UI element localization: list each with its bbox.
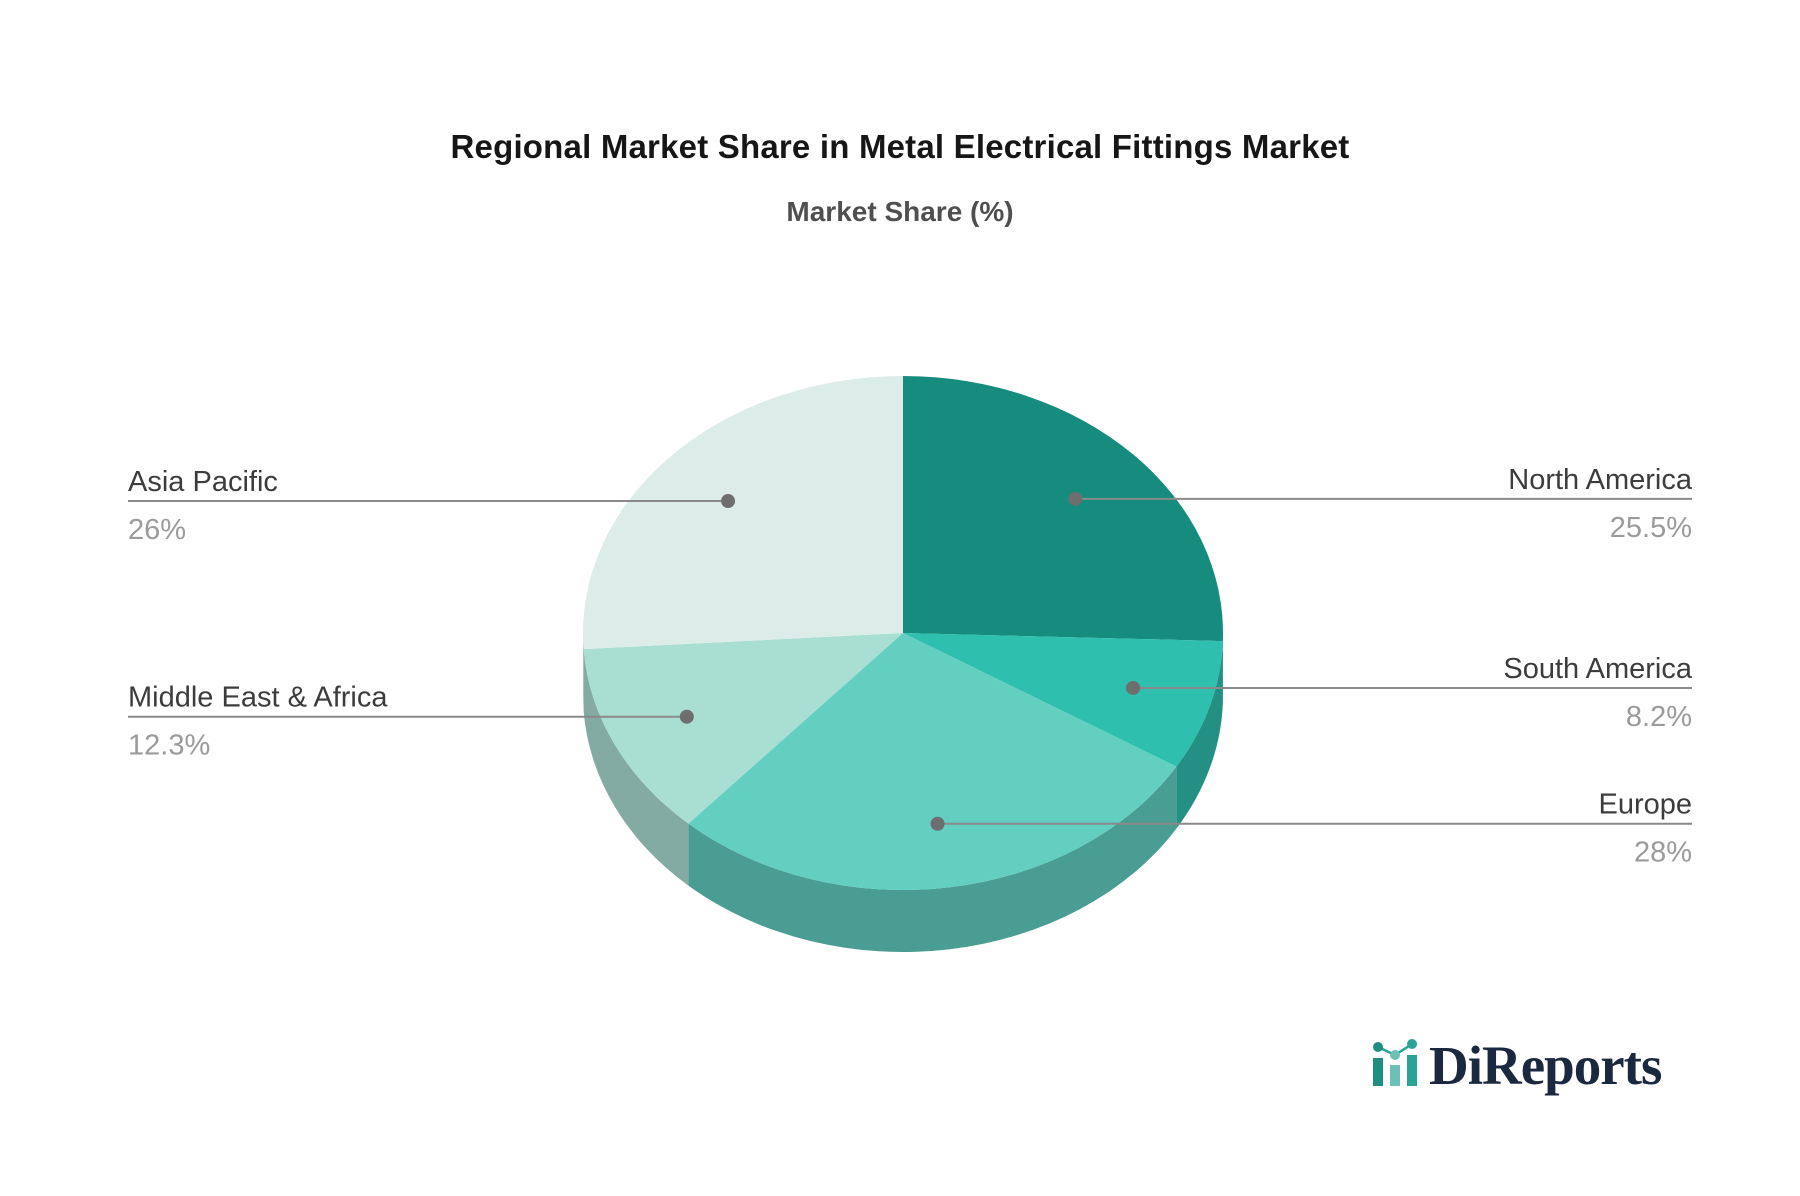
pie-slice-south-america[interactable] (903, 633, 1223, 767)
pie-slice-side-europe (688, 766, 1177, 953)
pie-slice-side-south-america (1176, 641, 1223, 829)
logo-bar (1407, 1055, 1417, 1086)
leader-dot-south-america (1126, 680, 1141, 695)
leader-dot-asia-pacific (721, 494, 736, 509)
slice-label-middle-east-africa: Middle East & Africa (128, 682, 388, 714)
pie-slice-middle-east-africa[interactable] (583, 633, 903, 824)
slice-label-south-america: South America (1503, 653, 1692, 685)
direports-logo-text: DiReports (1429, 1034, 1662, 1096)
leader-dot-north-america (1068, 491, 1083, 506)
pie-slice-asia-pacific[interactable] (582, 376, 903, 650)
slice-value-north-america: 25.5% (1610, 512, 1692, 544)
logo-dot (1373, 1042, 1383, 1052)
pie-slice-north-america[interactable] (903, 376, 1223, 642)
slice-label-north-america: North America (1508, 464, 1693, 496)
direports-logo: DiReports (1372, 1034, 1662, 1096)
slice-value-south-america: 8.2% (1626, 701, 1692, 733)
chart-subtitle: Market Share (%) (786, 196, 1014, 227)
logo-dot (1390, 1050, 1400, 1060)
pie-slice-side-middle-east-africa (583, 649, 689, 886)
chart-title: Regional Market Share in Metal Electrica… (450, 128, 1350, 165)
slice-value-europe: 28% (1634, 837, 1692, 869)
direports-logo-icon (1373, 1039, 1417, 1086)
leader-dot-middle-east-africa (679, 709, 694, 724)
logo-bar (1373, 1058, 1383, 1086)
slice-label-europe: Europe (1598, 789, 1692, 821)
leader-dot-europe (930, 816, 945, 831)
pie-slice-side-asia-pacific (583, 633, 584, 712)
logo-dot (1407, 1039, 1417, 1049)
slice-label-asia-pacific: Asia Pacific (128, 466, 278, 498)
logo-bar (1390, 1065, 1400, 1086)
slice-value-middle-east-africa: 12.3% (128, 730, 210, 762)
slice-value-asia-pacific: 26% (128, 514, 186, 546)
pie-slice-europe[interactable] (688, 633, 1177, 891)
